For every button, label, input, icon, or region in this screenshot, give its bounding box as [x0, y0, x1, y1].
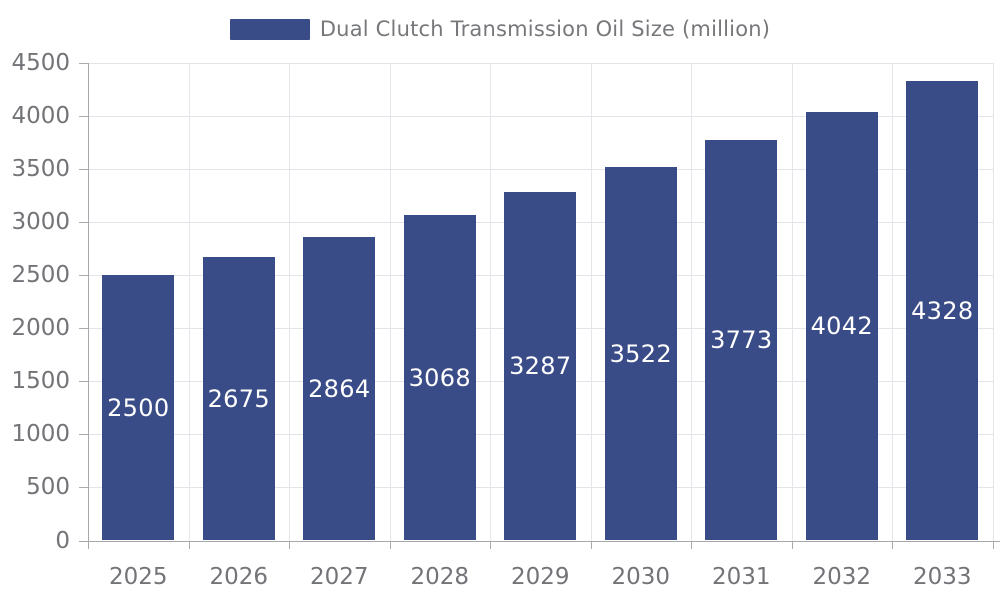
bar-value-label: 3522 [609, 339, 672, 368]
x-gridline [892, 63, 893, 541]
x-axis-category-label: 2032 [812, 564, 872, 590]
y-axis-tick-label: 3500 [11, 156, 70, 183]
x-gridline [791, 63, 793, 541]
y-gridline [88, 63, 993, 64]
bar-2028[interactable]: 3068 [403, 214, 476, 541]
y-axis-tick-label: 500 [26, 474, 70, 501]
y-axis-tick [79, 487, 88, 489]
bar-value-label: 4042 [810, 312, 873, 341]
bar-value-label: 4328 [911, 296, 974, 325]
y-axis-tick [79, 381, 88, 383]
bar-2031[interactable]: 3773 [705, 140, 778, 541]
x-axis-category-label: 2027 [309, 564, 369, 590]
y-axis-tick [79, 169, 88, 171]
y-axis-tick [79, 434, 88, 436]
x-gridline [590, 63, 592, 541]
x-gridline [691, 63, 692, 541]
x-axis-tick [289, 540, 290, 549]
y-axis-tick-label: 2000 [11, 315, 70, 342]
y-axis-tick-label: 3000 [11, 209, 70, 236]
x-gridline [992, 63, 994, 541]
y-gridline [88, 116, 993, 118]
y-axis-tick [79, 222, 88, 224]
bar-value-label: 3068 [408, 363, 471, 392]
y-axis-tick-label: 1500 [11, 368, 70, 395]
bar-2026[interactable]: 2675 [202, 256, 275, 541]
y-axis-tick-label: 0 [55, 527, 70, 554]
x-axis-tick [590, 540, 592, 549]
y-axis-line [88, 63, 89, 549]
y-axis-tick [79, 275, 88, 277]
bar-2033[interactable]: 4328 [906, 81, 979, 541]
x-axis-category-label: 2031 [711, 564, 771, 590]
bar-value-label: 3287 [509, 352, 572, 381]
x-gridline [289, 63, 290, 541]
x-axis-tick [992, 540, 994, 549]
x-axis-tick [188, 540, 190, 549]
y-axis-tick [79, 63, 88, 64]
y-axis-tick-label: 1000 [11, 421, 70, 448]
x-axis-tick [389, 540, 391, 549]
bar-2030[interactable]: 3522 [604, 166, 677, 541]
legend-label: Dual Clutch Transmission Oil Size (milli… [319, 17, 771, 41]
bar-2032[interactable]: 4042 [805, 111, 878, 541]
y-axis-tick-label: 4500 [11, 50, 70, 76]
x-axis-line [79, 540, 1000, 542]
bar-value-label: 2675 [207, 384, 270, 413]
y-axis-tick [79, 328, 88, 330]
bar-2027[interactable]: 2864 [303, 236, 376, 541]
x-axis-tick [892, 540, 893, 549]
y-axis-tick-label: 2500 [11, 262, 70, 289]
legend-item[interactable]: Dual Clutch Transmission Oil Size (milli… [0, 17, 1000, 41]
x-axis-tick [691, 540, 692, 549]
x-axis-category-label: 2026 [209, 564, 269, 590]
x-gridline [490, 63, 491, 541]
x-axis-tick [490, 540, 491, 549]
x-axis-tick [791, 540, 793, 549]
bar-value-label: 3773 [710, 326, 773, 355]
bar-2029[interactable]: 3287 [504, 191, 577, 541]
x-axis-category-label: 2029 [510, 564, 570, 590]
y-axis-tick-label: 4000 [11, 103, 70, 130]
y-gridline [88, 169, 993, 171]
x-axis-category-label: 2025 [108, 564, 168, 590]
bar-2025[interactable]: 2500 [102, 275, 175, 541]
y-axis-tick [79, 116, 88, 118]
x-axis-category-label: 2030 [611, 564, 671, 590]
bar-value-label: 2500 [107, 393, 170, 422]
x-gridline [188, 63, 190, 541]
x-axis-category-label: 2033 [912, 564, 972, 590]
legend-swatch [229, 18, 310, 40]
x-axis-category-label: 2028 [410, 564, 470, 590]
bar-value-label: 2864 [308, 374, 371, 403]
x-gridline [389, 63, 391, 541]
